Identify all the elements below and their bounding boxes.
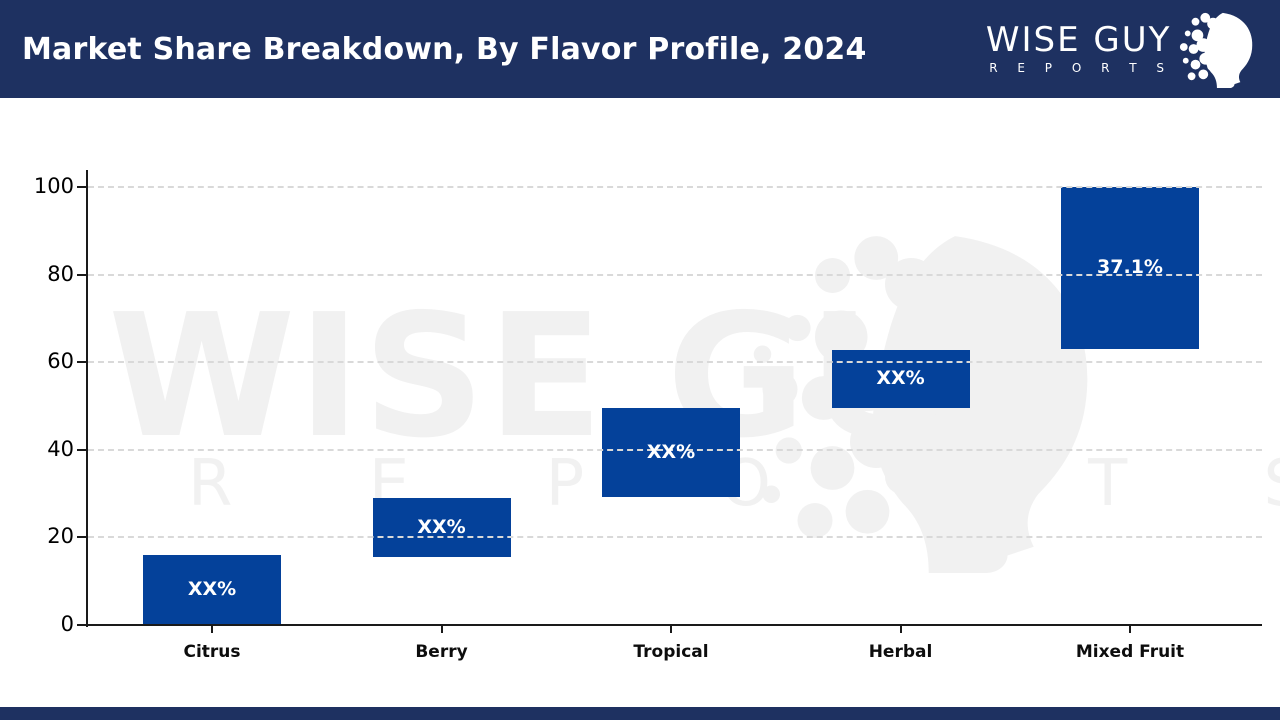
bar-segment bbox=[143, 554, 281, 625]
x-axis-tick bbox=[1129, 626, 1131, 633]
bar-value-label: XX% bbox=[187, 577, 237, 600]
y-axis-tick-label: 100 bbox=[33, 174, 74, 198]
watermark-head-logo bbox=[753, 236, 1088, 573]
bar-value-label: XX% bbox=[876, 367, 925, 390]
bar-value-label: 37.1% bbox=[1097, 256, 1163, 279]
x-axis-tick bbox=[670, 626, 672, 633]
gridline bbox=[88, 361, 1262, 364]
gridline bbox=[88, 536, 1262, 539]
brand-head-icon bbox=[1179, 12, 1253, 88]
x-axis-line bbox=[86, 624, 1262, 626]
bar-segment bbox=[831, 349, 970, 409]
bar-value-label: XX% bbox=[417, 515, 466, 538]
bar-segment bbox=[602, 408, 740, 498]
brand-tagline: R E P O R T S bbox=[989, 61, 1172, 75]
y-axis-tick bbox=[77, 361, 86, 364]
y-axis-tick bbox=[77, 273, 86, 276]
y-axis-tick bbox=[77, 624, 86, 626]
gridline bbox=[88, 186, 1262, 188]
header-bar: Market Share Breakdown, By Flavor Profil… bbox=[0, 0, 1280, 98]
x-axis-tick bbox=[211, 626, 213, 633]
y-axis-tick-label: 20 bbox=[47, 524, 74, 549]
y-axis-line bbox=[86, 170, 88, 627]
y-axis-tick-label: 0 bbox=[60, 612, 74, 636]
bar-segment bbox=[372, 497, 511, 558]
gridline bbox=[88, 273, 1262, 276]
y-axis-tick bbox=[77, 536, 86, 539]
y-axis-tick bbox=[77, 186, 86, 188]
x-axis-category-label: Tropical bbox=[633, 642, 709, 662]
y-axis-tick-label: 60 bbox=[47, 349, 74, 374]
x-axis-tick bbox=[440, 626, 443, 633]
y-axis-tick-label: 40 bbox=[47, 436, 74, 461]
bar-value-label: XX% bbox=[646, 440, 696, 463]
bar-segment bbox=[1061, 187, 1199, 350]
x-axis-category-label: Mixed Fruit bbox=[1075, 642, 1185, 662]
x-axis-category-label: Berry bbox=[415, 642, 468, 662]
x-axis-category-label: Citrus bbox=[183, 642, 241, 662]
brand-name: WISE GUY bbox=[985, 20, 1172, 60]
footer-bar bbox=[0, 707, 1280, 720]
brand-logo: WISE GUY R E P O R T S bbox=[985, 9, 1254, 89]
page-title: Market Share Breakdown, By Flavor Profil… bbox=[22, 31, 867, 67]
gridline bbox=[88, 448, 1262, 451]
y-axis-tick-label: 80 bbox=[47, 261, 74, 286]
x-axis-tick bbox=[899, 626, 902, 633]
x-axis-category-label: Herbal bbox=[868, 642, 933, 662]
y-axis-tick bbox=[77, 448, 86, 451]
